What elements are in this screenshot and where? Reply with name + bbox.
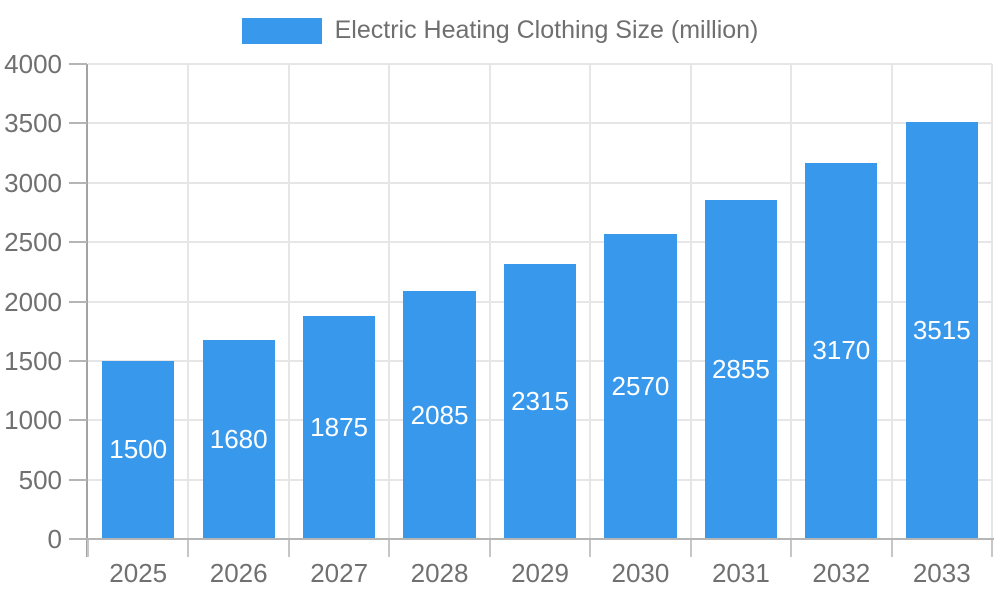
gridline-vertical [890,64,893,539]
y-axis-tick-label: 1000 [4,405,62,436]
x-axis-tick [87,540,89,557]
y-axis-tick [69,419,87,422]
gridline-vertical [589,64,592,539]
y-axis-tick [69,300,87,303]
gridline-vertical [689,64,692,539]
y-axis-tick-label: 2500 [4,227,62,258]
y-axis-tick-label: 3500 [4,108,62,139]
gridline-vertical [488,64,491,539]
gridline-horizontal [88,241,992,244]
x-axis-tick [488,540,491,557]
gridline-vertical [187,64,190,539]
gridline-vertical [287,64,290,539]
x-axis-tick [689,540,692,557]
bar-value-label: 2570 [611,370,670,401]
bar-2025: 1500 [102,360,175,539]
bar-2032: 3170 [805,162,878,539]
x-axis-tick-label: 2028 [410,558,469,588]
bar-2031: 2855 [704,199,778,539]
y-axis-tick-label: 2000 [4,286,62,317]
x-axis-tick-label: 2027 [310,558,369,588]
bar-value-label: 2855 [711,353,770,384]
x-axis-tick [790,540,793,557]
bar-value-label: 1875 [310,412,369,443]
x-axis-tick [187,540,190,557]
x-axis-tick [991,540,993,557]
bar-value-label: 3170 [812,335,871,366]
x-axis-tick [890,540,893,557]
bar-value-label: 1680 [209,423,268,454]
y-axis-tick-label: 4000 [4,49,62,79]
gridline-vertical [991,64,993,539]
bar-value-label: 2315 [511,386,569,417]
x-axis-tick-label: 2031 [711,558,770,588]
gridline-horizontal [88,181,992,184]
bar-2033: 3515 [905,121,978,539]
y-axis-tick-label: 1500 [4,345,62,376]
y-axis-tick [69,181,87,184]
bar-value-label: 2085 [410,399,469,430]
y-axis-tick-label: 0 [47,524,62,554]
bar-2026: 1680 [202,339,275,539]
gridline-vertical [388,64,391,539]
legend-item[interactable]: Electric Heating Clothing Size (million) [0,16,1000,45]
bar-2027: 1875 [302,316,376,539]
bar-2029: 2315 [503,264,577,539]
y-axis-tick-label: 3000 [4,167,62,198]
x-axis-tick-label: 2026 [209,558,268,588]
gridline-horizontal [88,122,992,125]
x-axis-tick [287,540,290,557]
y-axis-tick [69,538,87,540]
y-axis-tick-label: 500 [18,464,62,495]
x-axis-tick-label: 2025 [109,558,168,588]
x-axis-tick-label: 2029 [511,558,569,588]
legend-swatch [241,17,322,44]
y-axis-line [86,64,88,557]
bar-2030: 2570 [604,233,677,539]
legend-label: Electric Heating Clothing Size (million) [334,16,759,44]
x-axis-tick [388,540,391,557]
y-axis-tick [69,359,87,362]
y-axis-tick [69,122,87,125]
x-axis-tick-label: 2033 [912,558,971,588]
y-axis-tick [69,241,87,244]
y-axis-tick [69,63,87,65]
gridline-vertical [790,64,793,539]
x-axis-tick-label: 2030 [611,558,670,588]
x-axis-tick-label: 2032 [812,558,871,588]
bar-value-label: 1500 [109,434,168,465]
x-axis-line [86,538,994,540]
x-axis-tick [589,540,592,557]
plot-area: 1500 1680 1875 2085 2315 2570 2855 3170 3515 [88,63,993,540]
y-axis-tick [69,478,87,481]
bar-2028: 2085 [403,291,476,539]
gridline-horizontal [88,63,992,65]
bar-value-label: 3515 [912,314,971,345]
